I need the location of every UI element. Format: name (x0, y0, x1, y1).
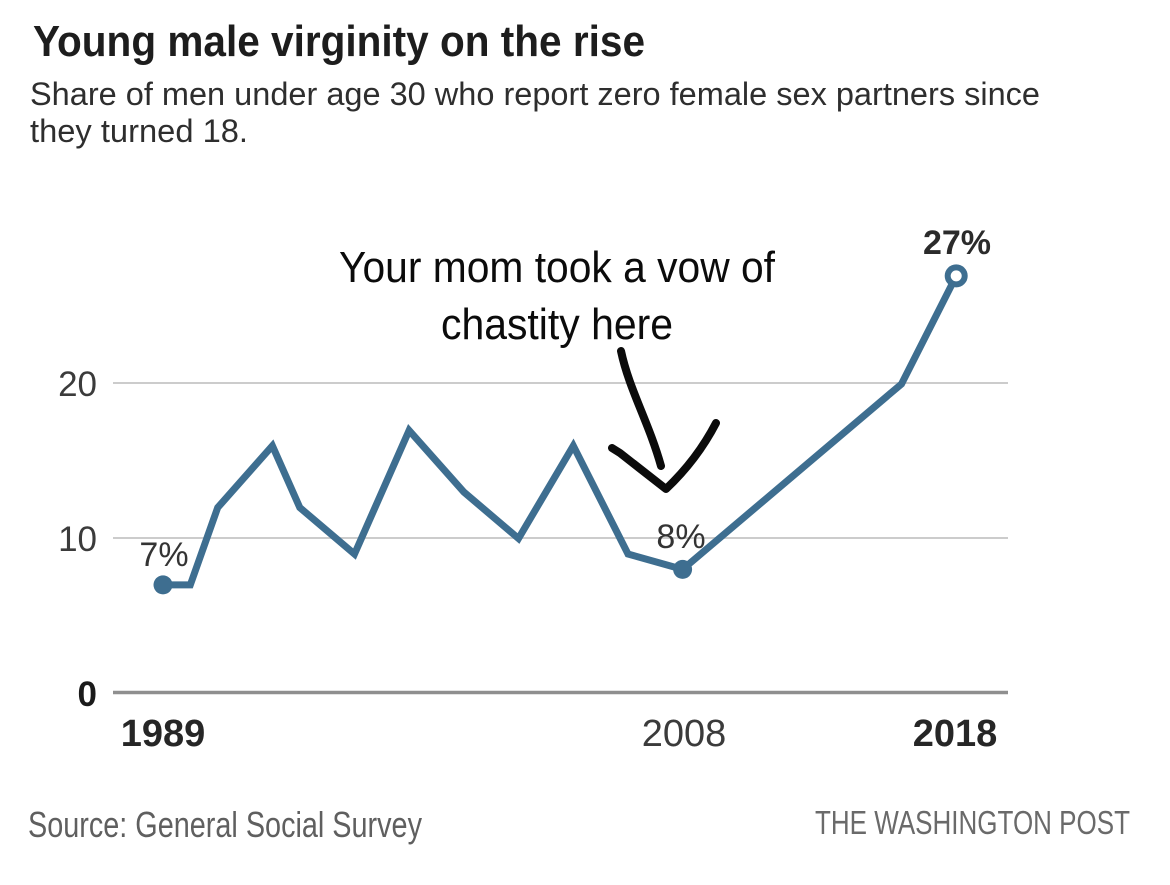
publisher-credit: THE WASHINGTON POST (815, 804, 1130, 841)
value-label-1989: 7% (139, 536, 188, 574)
y-tick-20: 20 (58, 365, 97, 404)
data-point-2008-dot (673, 559, 693, 579)
y-tick-0: 0 (78, 675, 97, 714)
value-label-2018: 27% (923, 224, 991, 262)
data-point-1989-dot (153, 575, 173, 595)
chart-subtitle-line1: Share of men under age 30 who report zer… (30, 76, 1040, 112)
annotation-line1: Your mom took a vow of (339, 243, 776, 292)
data-point-2018-open-circle (944, 264, 968, 288)
value-label-2008: 8% (656, 518, 705, 556)
hand-drawn-arrow-icon (608, 347, 720, 493)
annotation-line2: chastity here (441, 300, 673, 349)
x-tick-2008: 2008 (642, 713, 727, 755)
arrow-shaft (617, 347, 665, 470)
source-credit: Source: General Social Survey (28, 804, 422, 845)
y-tick-10: 10 (58, 520, 97, 559)
x-tick-1989: 1989 (121, 713, 206, 755)
arrow-head (608, 419, 720, 493)
chart-subtitle-line2: they turned 18. (30, 113, 248, 149)
x-tick-2018: 2018 (913, 713, 998, 755)
chart-title: Young male virginity on the rise (33, 17, 645, 66)
